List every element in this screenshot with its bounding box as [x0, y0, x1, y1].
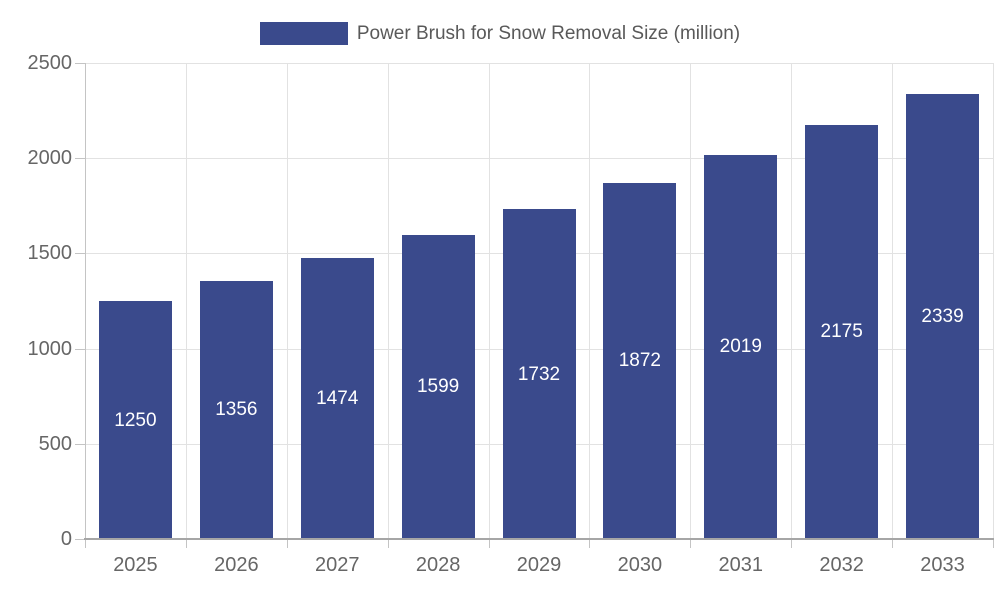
x-axis-category-label: 2026 — [214, 554, 259, 576]
x-axis-category-label: 2029 — [516, 554, 562, 576]
gridline-vertical — [387, 63, 389, 539]
bar-2028: 1599 — [401, 234, 475, 539]
legend-label: Power Brush for Snow Removal Size (milli… — [356, 22, 741, 44]
x-axis-tick — [892, 540, 894, 548]
y-axis-tick — [75, 63, 85, 64]
y-axis-tick-label: 2500 — [27, 52, 73, 74]
x-axis-category-label: 2028 — [415, 554, 461, 576]
y-axis-tick — [75, 348, 85, 350]
x-axis-category-label: 2025 — [113, 554, 158, 576]
x-axis-tick — [85, 540, 86, 548]
x-axis-tick — [589, 540, 591, 548]
x-axis-tick — [993, 540, 994, 548]
legend[interactable]: Power Brush for Snow Removal Size (milli… — [0, 20, 1000, 46]
x-axis-category-label: 2027 — [314, 554, 360, 576]
legend-swatch — [259, 21, 348, 45]
bar-2033: 2339 — [906, 93, 980, 539]
x-axis-tick — [791, 540, 793, 548]
bar-value-label: 1356 — [215, 399, 258, 421]
gridline-vertical — [791, 63, 793, 539]
bar-2032: 2175 — [805, 124, 879, 539]
gridline-vertical — [892, 63, 894, 539]
y-axis-tick — [75, 539, 85, 540]
x-axis-tick — [387, 540, 389, 548]
y-axis-tick-label: 0 — [60, 528, 72, 550]
bar-2030: 1872 — [603, 182, 677, 539]
x-axis-category-label: 2030 — [617, 554, 663, 576]
x-axis-tick — [286, 540, 288, 548]
x-axis-category-label: 2033 — [920, 554, 965, 576]
gridline-vertical — [589, 63, 591, 539]
bar-value-label: 1872 — [618, 350, 662, 372]
gridline-vertical — [993, 63, 994, 539]
y-axis-tick-label: 1000 — [27, 337, 73, 360]
bar-value-label: 1599 — [416, 376, 460, 398]
y-axis-line — [85, 63, 86, 539]
x-axis-category-label: 2031 — [718, 554, 764, 576]
gridline-horizontal — [85, 63, 993, 64]
gridline-vertical — [690, 63, 692, 539]
x-axis-category-label: 2032 — [819, 554, 864, 576]
y-axis-tick-label: 500 — [38, 432, 72, 455]
gridline-vertical — [488, 63, 490, 539]
y-axis-tick — [75, 443, 85, 445]
y-axis-tick-label: 2000 — [27, 147, 73, 170]
bar-2025: 1250 — [98, 301, 172, 539]
x-axis-tick — [690, 540, 692, 548]
bar-value-label: 1250 — [114, 409, 157, 431]
bar-value-label: 2019 — [719, 336, 762, 358]
bar-value-label: 1474 — [316, 388, 359, 410]
x-axis-tick — [185, 540, 187, 548]
bar-2029: 1732 — [502, 209, 576, 539]
gridline-vertical — [286, 63, 288, 539]
y-axis-tick-label: 1500 — [27, 242, 73, 265]
bar-2027: 1474 — [300, 258, 374, 539]
bar-value-label: 2175 — [820, 321, 863, 343]
y-axis-tick — [75, 253, 85, 255]
x-axis-tick — [488, 540, 490, 548]
gridline-vertical — [185, 63, 187, 539]
gridline-horizontal — [85, 158, 993, 160]
bar-2026: 1356 — [199, 280, 273, 539]
x-axis-line — [84, 538, 994, 540]
bar-value-label: 2339 — [921, 305, 964, 327]
bar-2031: 2019 — [704, 154, 778, 539]
y-axis-tick — [75, 158, 85, 160]
bar-value-label: 1732 — [517, 363, 561, 385]
